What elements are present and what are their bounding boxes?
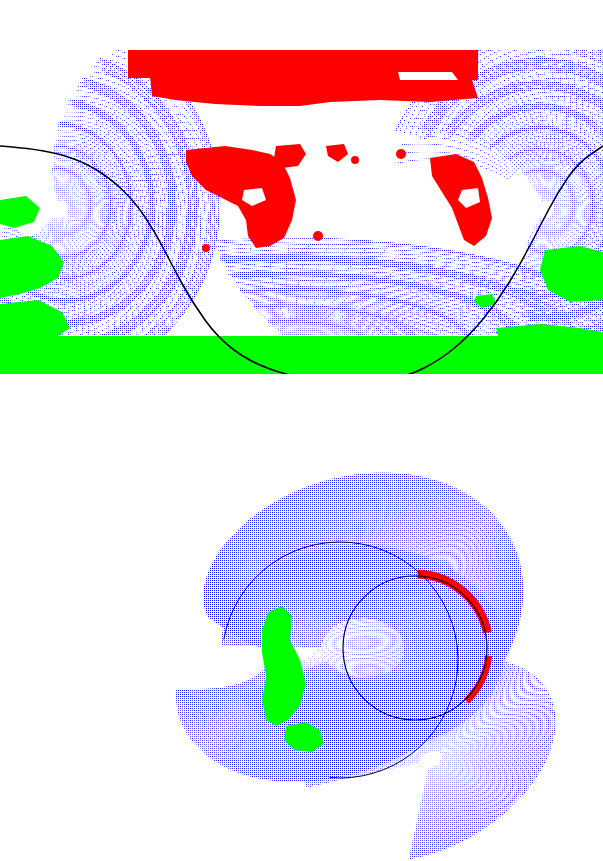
figure-title: Magnetic field line footprint mapping: [0, 0, 1, 1]
legend-reference-curve: Reference great circle: [0, 0, 1, 1]
legend-north-landmass: Northern continents: [0, 0, 1, 1]
equirectangular-world-map-panel: [0, 50, 603, 374]
three-d-field-shell-panel: [0, 400, 603, 861]
field-shell-canvas: [0, 400, 603, 861]
legend-field-lines: Traced field lines: [0, 0, 1, 1]
world-map-canvas: [0, 50, 603, 374]
legend-south-landmass: Southern continents: [0, 0, 1, 1]
